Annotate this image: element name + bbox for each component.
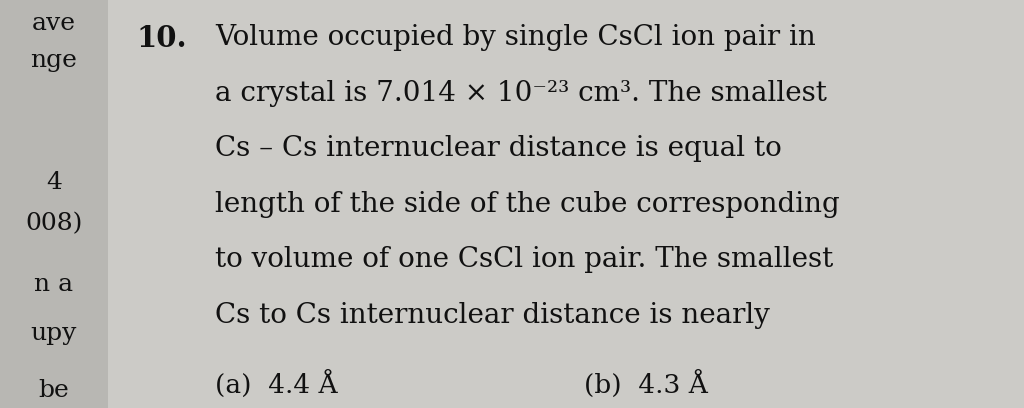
Text: length of the side of the cube corresponding: length of the side of the cube correspon… xyxy=(215,191,840,218)
Text: ave: ave xyxy=(32,12,76,35)
Text: n a: n a xyxy=(34,273,74,296)
Text: Cs – Cs internuclear distance is equal to: Cs – Cs internuclear distance is equal t… xyxy=(215,135,781,162)
Text: upy: upy xyxy=(31,322,77,345)
Text: 008): 008) xyxy=(25,212,83,235)
Text: be: be xyxy=(38,379,70,402)
Text: Cs to Cs internuclear distance is nearly: Cs to Cs internuclear distance is nearly xyxy=(215,302,770,329)
Text: (a)  4.4 Å: (a) 4.4 Å xyxy=(215,370,338,398)
Bar xyxy=(0,0,108,408)
Text: a crystal is 7.014 × 10⁻²³ cm³. The smallest: a crystal is 7.014 × 10⁻²³ cm³. The smal… xyxy=(215,80,827,107)
Text: (b)  4.3 Å: (b) 4.3 Å xyxy=(584,370,708,398)
Text: 10.: 10. xyxy=(136,24,186,53)
Text: nge: nge xyxy=(31,49,77,72)
Text: to volume of one CsCl ion pair. The smallest: to volume of one CsCl ion pair. The smal… xyxy=(215,246,834,273)
Text: Volume occupied by single CsCl ion pair in: Volume occupied by single CsCl ion pair … xyxy=(215,24,816,51)
Text: 4: 4 xyxy=(46,171,61,194)
